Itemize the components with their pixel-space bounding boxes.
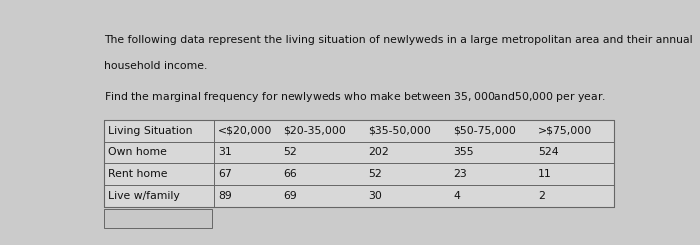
Text: The following data represent the living situation of newlyweds in a large metrop: The following data represent the living … — [104, 35, 692, 45]
Text: >$75,000: >$75,000 — [538, 126, 592, 136]
Text: 202: 202 — [368, 147, 389, 158]
Text: Live w/family: Live w/family — [108, 191, 179, 201]
Text: 31: 31 — [218, 147, 232, 158]
Text: 89: 89 — [218, 191, 232, 201]
Text: 67: 67 — [218, 169, 232, 179]
Text: 69: 69 — [284, 191, 297, 201]
Text: 355: 355 — [453, 147, 474, 158]
Text: 524: 524 — [538, 147, 559, 158]
Text: 30: 30 — [368, 191, 382, 201]
Text: Own home: Own home — [108, 147, 167, 158]
Text: $35-50,000: $35-50,000 — [368, 126, 431, 136]
Text: 52: 52 — [284, 147, 297, 158]
Text: household income.: household income. — [104, 61, 207, 72]
Text: $50-75,000: $50-75,000 — [453, 126, 516, 136]
Text: Living Situation: Living Situation — [108, 126, 192, 136]
Text: Find the marginal frequency for newlyweds who make between $35,000 and $50,000 p: Find the marginal frequency for newlywed… — [104, 90, 606, 104]
Text: 2: 2 — [538, 191, 545, 201]
Text: $20-35,000: $20-35,000 — [284, 126, 346, 136]
Text: 11: 11 — [538, 169, 552, 179]
Text: 66: 66 — [284, 169, 297, 179]
Text: 23: 23 — [453, 169, 467, 179]
Text: Rent home: Rent home — [108, 169, 167, 179]
Text: 52: 52 — [368, 169, 382, 179]
Text: <$20,000: <$20,000 — [218, 126, 272, 136]
Text: 4: 4 — [453, 191, 460, 201]
